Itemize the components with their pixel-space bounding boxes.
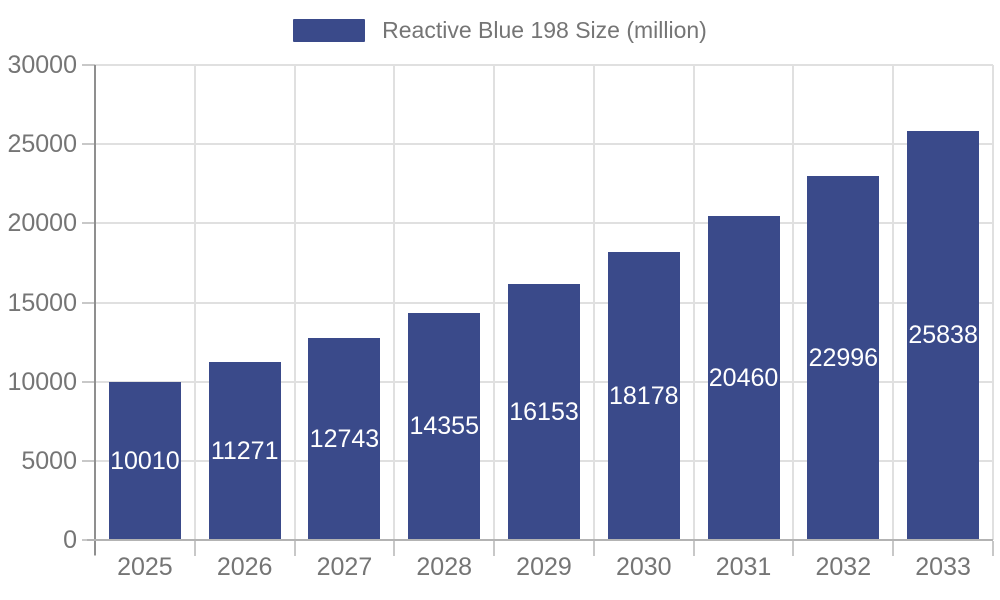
- h-gridline: [95, 64, 993, 66]
- x-axis-tick: [493, 541, 496, 556]
- y-axis-tick: [82, 301, 95, 304]
- y-axis-tick: [82, 64, 95, 66]
- x-tick-label: 2027: [316, 553, 373, 581]
- bar: 22996: [807, 175, 880, 540]
- plot-area: 0 5000 10000 15000 20000 25000 30000 10010 2025 1…: [7, 51, 994, 581]
- bar-value-label: 22996: [808, 343, 879, 372]
- y-axis-tick: [82, 380, 95, 383]
- x-tick-label: 2025: [117, 553, 173, 581]
- x-axis-tick: [592, 541, 595, 556]
- x-tick-label: 2029: [516, 553, 572, 581]
- legend[interactable]: Reactive Blue 198 Size (million): [0, 16, 1000, 44]
- y-tick-label: 0: [63, 526, 77, 554]
- x-axis-tick: [792, 541, 795, 556]
- bar-value-label: 25838: [908, 321, 978, 350]
- y-axis-line: [94, 65, 96, 555]
- x-tick-label: 2030: [615, 553, 672, 581]
- y-tick-label: 25000: [7, 130, 77, 159]
- x-axis-tick: [692, 541, 695, 556]
- v-gridline: [293, 65, 296, 540]
- bar: 18178: [607, 252, 680, 540]
- y-tick-label: 5000: [21, 446, 77, 475]
- v-gridline: [193, 65, 196, 540]
- x-tick-label: 2033: [915, 553, 971, 581]
- x-tick-label: 2028: [416, 553, 473, 581]
- y-tick-label: 30000: [7, 51, 77, 79]
- bar: 25838: [907, 130, 980, 540]
- y-tick-label: 15000: [7, 288, 77, 317]
- bar: 11271: [208, 361, 281, 540]
- y-axis-tick: [82, 143, 95, 146]
- h-gridline: [95, 222, 993, 225]
- y-axis-tick: [82, 222, 95, 225]
- legend-swatch-icon: [293, 18, 366, 42]
- x-axis-line: [87, 539, 993, 541]
- x-axis-tick: [892, 541, 895, 556]
- h-gridline: [95, 143, 993, 146]
- bar: 10010: [108, 381, 181, 540]
- bar-value-label: 12743: [309, 425, 380, 454]
- bar: 16153: [508, 284, 580, 540]
- y-tick-label: 10000: [7, 367, 77, 396]
- x-axis-tick: [992, 541, 994, 556]
- bar-value-label: 10010: [110, 446, 180, 475]
- x-tick-label: 2026: [216, 553, 273, 581]
- v-gridline: [992, 65, 994, 540]
- x-tick-label: 2031: [715, 553, 772, 581]
- y-tick-label: 20000: [7, 209, 77, 238]
- v-gridline: [892, 65, 895, 540]
- bar: 20460: [707, 216, 780, 540]
- legend-label: Reactive Blue 198 Size (million): [382, 17, 707, 43]
- bar-value-label: 18178: [609, 382, 679, 411]
- y-axis-tick: [82, 459, 95, 462]
- bar: 14355: [408, 312, 481, 540]
- x-axis-tick: [193, 541, 196, 556]
- bar-value-label: 16153: [509, 398, 579, 427]
- x-tick-label: 2032: [815, 553, 872, 581]
- bar-value-label: 14355: [409, 412, 479, 441]
- bar-value-label: 11271: [210, 436, 279, 465]
- x-axis-tick: [293, 541, 296, 556]
- v-gridline: [393, 65, 396, 540]
- v-gridline: [792, 65, 795, 540]
- bar: 12743: [308, 338, 381, 540]
- v-gridline: [592, 65, 595, 540]
- bar-value-label: 20460: [708, 364, 779, 393]
- v-gridline: [493, 65, 496, 540]
- x-axis-tick: [393, 541, 396, 556]
- v-gridline: [692, 65, 695, 540]
